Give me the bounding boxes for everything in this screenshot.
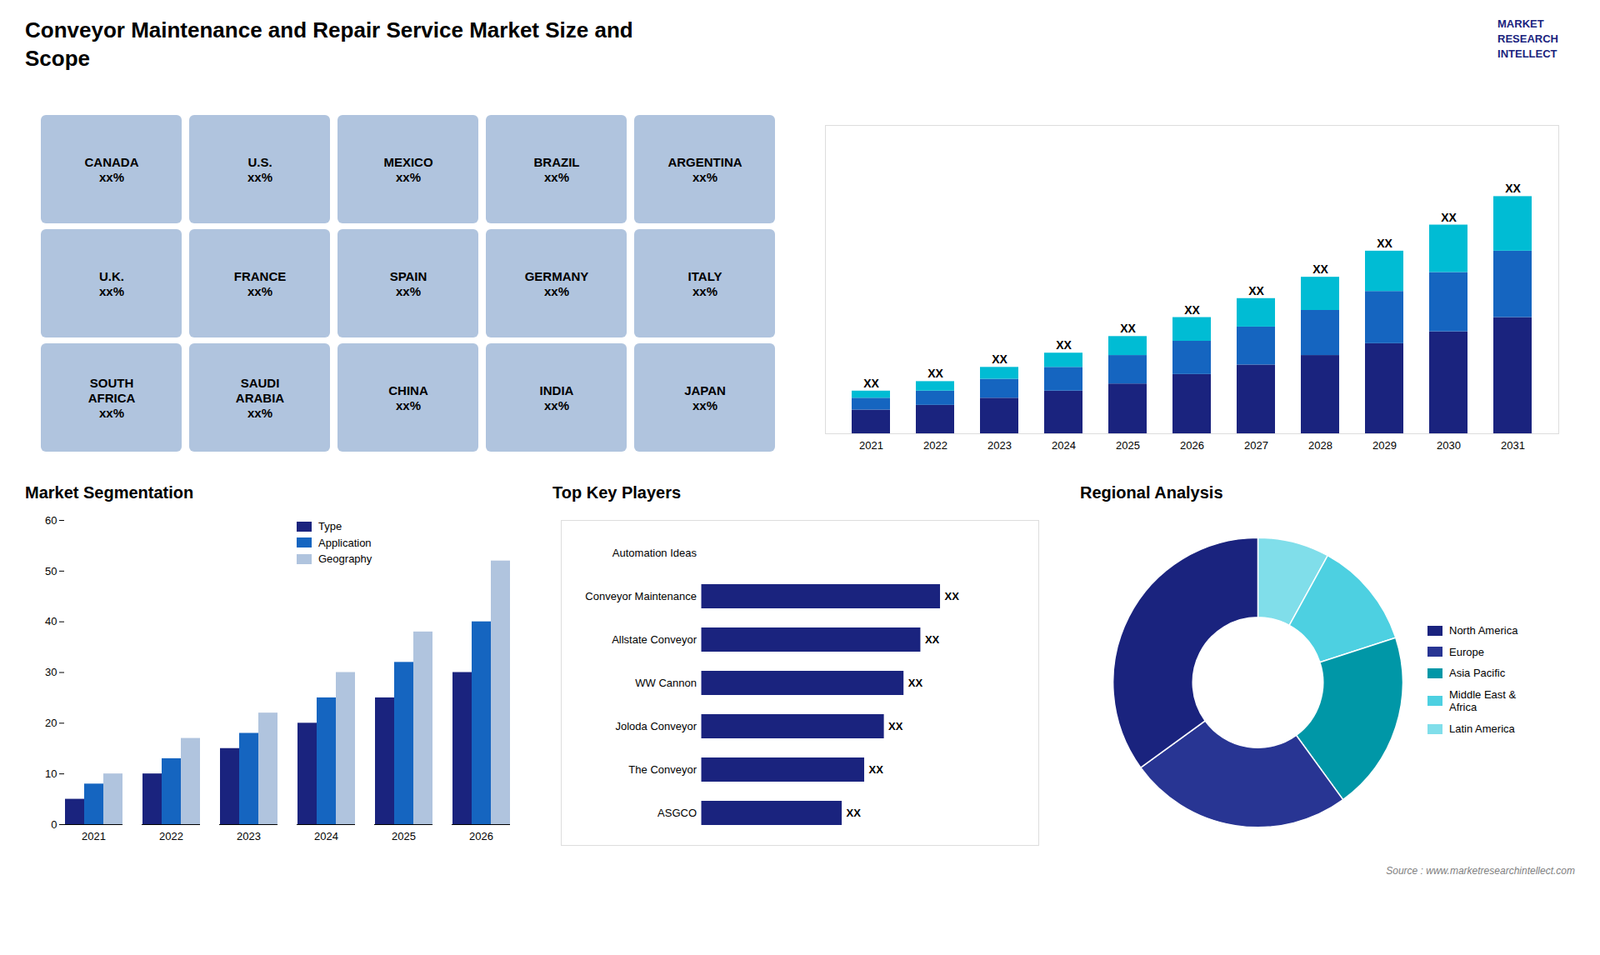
svg-text:XX: XX xyxy=(863,376,880,390)
html-text:Market Segmentation: Market Segmentation xyxy=(25,483,194,502)
html-text:Conveyor Maintenance and Repai: Conveyor Maintenance and Repair Service … xyxy=(25,17,634,71)
html-text:Source : www.marketresearchint: Source : www.marketresearchintellect.com xyxy=(1386,865,1575,877)
svg-text:XX: XX xyxy=(1440,210,1457,225)
svg-text:MEXICOxx%: MEXICOxx% xyxy=(383,155,434,185)
svg-text:2025: 2025 xyxy=(391,830,416,843)
html-text:MARKET RESEARCH INTELLECT: MARKET RESEARCH INTELLECT xyxy=(1497,17,1559,61)
svg-text:60: 60 xyxy=(45,514,57,527)
svg-text:XX: XX xyxy=(1248,284,1265,298)
html-text:Regional Analysis: Regional Analysis xyxy=(1080,483,1223,502)
svg-text:2024: 2024 xyxy=(1051,439,1076,452)
svg-text:2029: 2029 xyxy=(1372,439,1397,452)
svg-text:CANADAxx%: CANADAxx% xyxy=(85,155,140,185)
svg-text:XX: XX xyxy=(1505,181,1521,195)
svg-text:2023: 2023 xyxy=(236,830,261,843)
svg-text:XX: XX xyxy=(927,366,944,380)
svg-text:2030: 2030 xyxy=(1436,439,1461,452)
svg-text:10: 10 xyxy=(45,767,57,780)
svg-text:50: 50 xyxy=(45,564,57,577)
svg-text:2031: 2031 xyxy=(1500,439,1525,452)
svg-text:2025: 2025 xyxy=(1115,439,1140,452)
svg-text:2022: 2022 xyxy=(923,439,948,452)
svg-text:FRANCExx%: FRANCExx% xyxy=(234,269,287,299)
svg-text:U.S.xx%: U.S.xx% xyxy=(247,155,273,185)
svg-text:INDIAxx%: INDIAxx% xyxy=(540,383,575,413)
svg-text:20: 20 xyxy=(45,716,57,730)
svg-text:XX: XX xyxy=(1184,303,1200,317)
svg-text:0: 0 xyxy=(50,818,57,831)
svg-text:2026: 2026 xyxy=(1180,439,1205,452)
html-text:North America: North America xyxy=(1449,624,1518,637)
html-text:Geography: Geography xyxy=(318,552,372,566)
svg-text:XX: XX xyxy=(991,352,1008,366)
html-text:Middle East & Africa: Middle East & Africa xyxy=(1449,688,1516,714)
svg-text:2021: 2021 xyxy=(859,439,884,452)
html-text:Asia Pacific: Asia Pacific xyxy=(1449,666,1506,680)
svg-text:XX: XX xyxy=(1376,236,1393,250)
svg-text:30: 30 xyxy=(45,665,57,679)
svg-text:GERMANYxx%: GERMANYxx% xyxy=(525,269,590,299)
html-text:Application: Application xyxy=(318,536,372,549)
svg-text:The Conveyor: The Conveyor xyxy=(628,763,697,776)
svg-text:ITALYxx%: ITALYxx% xyxy=(688,269,723,299)
svg-text:Joloda Conveyor: Joloda Conveyor xyxy=(615,720,697,733)
svg-text:CHINAxx%: CHINAxx% xyxy=(388,383,429,413)
svg-text:Automation Ideas: Automation Ideas xyxy=(612,546,698,560)
svg-text:WW Cannon: WW Cannon xyxy=(635,676,697,690)
svg-text:SPAINxx%: SPAINxx% xyxy=(390,269,428,299)
svg-text:2022: 2022 xyxy=(159,830,184,843)
svg-text:XX: XX xyxy=(1120,321,1136,335)
html-text:Top Key Players: Top Key Players xyxy=(552,483,681,502)
svg-text:U.K.xx%: U.K.xx% xyxy=(99,269,125,299)
svg-text:SOUTHAFRICAxx%: SOUTHAFRICAxx% xyxy=(88,375,136,420)
svg-text:XX: XX xyxy=(945,590,960,603)
svg-text:JAPANxx%: JAPANxx% xyxy=(684,383,726,413)
svg-text:XX: XX xyxy=(846,806,862,820)
svg-text:40: 40 xyxy=(45,615,57,628)
svg-text:BRAZILxx%: BRAZILxx% xyxy=(534,155,580,185)
svg-text:XX: XX xyxy=(1312,262,1329,276)
svg-text:XX: XX xyxy=(869,763,885,776)
svg-text:2027: 2027 xyxy=(1244,439,1269,452)
html-text:Europe: Europe xyxy=(1449,645,1485,658)
html-text:Latin America: Latin America xyxy=(1449,722,1515,735)
svg-text:2023: 2023 xyxy=(987,439,1012,452)
svg-text:Conveyor Maintenance: Conveyor Maintenance xyxy=(585,590,697,603)
svg-text:ASGCO: ASGCO xyxy=(657,806,697,820)
html-text:Type: Type xyxy=(318,520,342,533)
svg-text:2021: 2021 xyxy=(81,830,106,843)
svg-text:2028: 2028 xyxy=(1308,439,1333,452)
svg-text:XX: XX xyxy=(888,720,904,733)
svg-text:XX: XX xyxy=(1055,338,1072,352)
svg-text:ARGENTINAxx%: ARGENTINAxx% xyxy=(667,155,742,185)
svg-text:2024: 2024 xyxy=(314,830,339,843)
svg-text:2026: 2026 xyxy=(469,830,494,843)
svg-text:XX: XX xyxy=(908,676,924,690)
svg-text:SAUDIARABIAxx%: SAUDIARABIAxx% xyxy=(235,375,285,420)
svg-text:XX: XX xyxy=(925,633,940,646)
svg-text:Allstate Conveyor: Allstate Conveyor xyxy=(611,633,698,646)
